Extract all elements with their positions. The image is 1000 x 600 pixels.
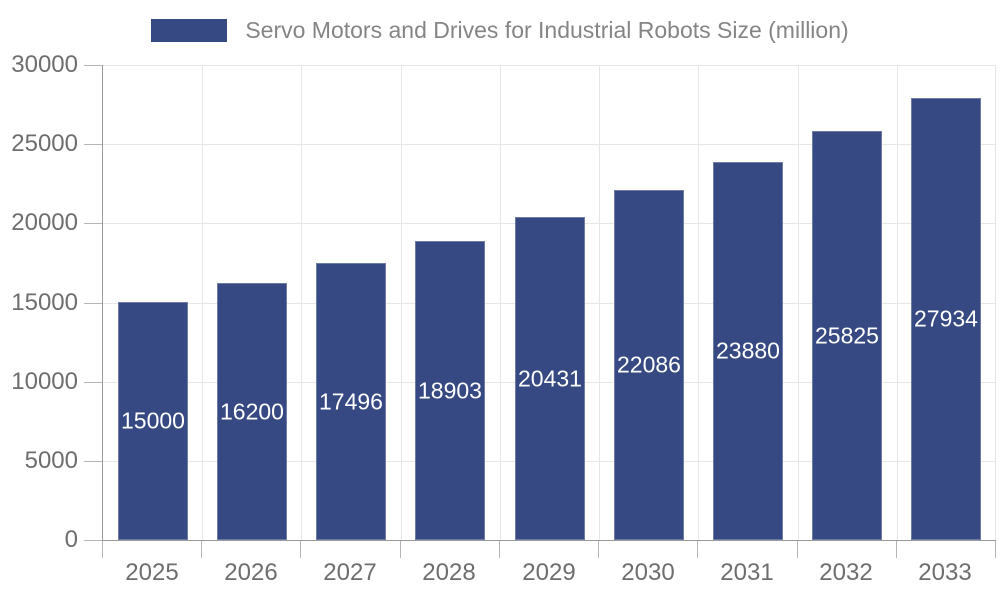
y-axis-tick bbox=[84, 382, 102, 383]
bar[interactable]: 15000 bbox=[118, 302, 188, 540]
x-axis-tick bbox=[797, 541, 798, 558]
y-tick-label: 20000 bbox=[11, 209, 78, 236]
plot-area: 15000 16200 17496 18903 20431 22086 23880 25825… bbox=[102, 65, 996, 541]
v-gridline bbox=[599, 65, 600, 540]
bar-value-label: 20431 bbox=[518, 365, 582, 391]
y-tick-label: 15000 bbox=[11, 289, 78, 316]
bar[interactable]: 25825 bbox=[812, 131, 882, 540]
x-axis-tick bbox=[400, 541, 401, 558]
v-gridline bbox=[202, 65, 203, 540]
bar-value-label: 25825 bbox=[815, 322, 879, 348]
x-axis-tick bbox=[598, 541, 599, 558]
y-tick-label: 25000 bbox=[11, 130, 78, 157]
x-tick-label: 2028 bbox=[422, 559, 476, 586]
v-gridline bbox=[401, 65, 402, 540]
x-tick-label: 2033 bbox=[918, 559, 972, 586]
bar[interactable]: 16200 bbox=[217, 283, 287, 540]
x-tick-label: 2026 bbox=[224, 559, 278, 586]
x-axis-tick bbox=[102, 541, 103, 558]
v-gridline bbox=[698, 65, 699, 540]
legend-swatch-icon bbox=[151, 19, 228, 42]
bar-value-label: 18903 bbox=[418, 377, 482, 403]
v-gridline bbox=[798, 65, 799, 540]
y-axis-tick bbox=[84, 303, 102, 304]
bar[interactable]: 22086 bbox=[614, 190, 684, 540]
bar-value-label: 27934 bbox=[914, 305, 978, 332]
v-gridline bbox=[995, 65, 996, 540]
bar-value-label: 23880 bbox=[716, 337, 780, 364]
h-gridline bbox=[103, 144, 996, 145]
x-axis-tick bbox=[300, 541, 301, 558]
x-axis-tick bbox=[499, 541, 500, 558]
y-axis-tick bbox=[84, 223, 102, 224]
y-axis-tick bbox=[84, 461, 102, 462]
x-axis-tick bbox=[201, 541, 202, 558]
y-axis-tick bbox=[84, 540, 102, 541]
bar[interactable]: 27934 bbox=[911, 98, 981, 540]
legend-label: Servo Motors and Drives for Industrial R… bbox=[245, 17, 849, 43]
y-tick-label: 5000 bbox=[24, 447, 78, 474]
x-tick-label: 2025 bbox=[125, 559, 179, 586]
x-axis-tick bbox=[697, 541, 698, 558]
x-tick-label: 2032 bbox=[819, 559, 873, 586]
bar[interactable]: 18903 bbox=[415, 241, 485, 540]
x-axis-tick bbox=[896, 541, 897, 558]
y-axis-tick bbox=[84, 144, 102, 145]
v-gridline bbox=[897, 65, 898, 540]
y-tick-label: 30000 bbox=[11, 51, 78, 78]
y-axis-tick bbox=[84, 65, 102, 66]
legend[interactable]: Servo Motors and Drives for Industrial R… bbox=[0, 17, 1000, 44]
v-gridline bbox=[500, 65, 501, 540]
x-axis-tick bbox=[995, 541, 996, 558]
bar[interactable]: 17496 bbox=[316, 263, 386, 540]
x-tick-label: 2030 bbox=[621, 559, 675, 586]
bar[interactable]: 23880 bbox=[713, 162, 783, 540]
bar-value-label: 15000 bbox=[121, 407, 185, 434]
bar-value-label: 22086 bbox=[617, 351, 681, 378]
y-tick-label: 10000 bbox=[11, 368, 78, 395]
bar-value-label: 16200 bbox=[220, 398, 284, 424]
x-tick-label: 2029 bbox=[522, 559, 576, 586]
x-tick-label: 2027 bbox=[323, 559, 377, 586]
bar-value-label: 17496 bbox=[319, 388, 383, 414]
x-tick-label: 2031 bbox=[720, 559, 774, 586]
bar[interactable]: 20431 bbox=[515, 217, 585, 540]
v-gridline bbox=[301, 65, 302, 540]
h-gridline bbox=[103, 65, 996, 66]
y-tick-label: 0 bbox=[64, 526, 78, 553]
